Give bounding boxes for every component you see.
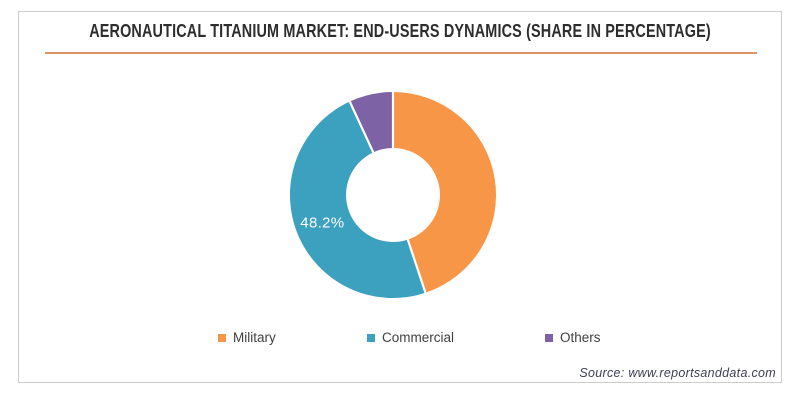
legend-swatch-commercial [367, 334, 375, 342]
legend-swatch-military [218, 334, 226, 342]
source-attribution: Source: www.reportsanddata.com [579, 366, 776, 380]
legend-item-others: Others [545, 330, 601, 345]
donut-segment-others [349, 92, 393, 153]
segment-data-label: 48.2% [300, 214, 345, 232]
chart-frame [18, 11, 782, 383]
legend-label-others: Others [560, 330, 601, 345]
legend-swatch-others [545, 334, 553, 342]
title-underline [45, 52, 757, 54]
donut-segment-commercial [289, 101, 426, 299]
segment-gap-line [348, 100, 375, 154]
chart-title: AERONAUTICAL TITANIUM MARKET: END-USERS … [89, 21, 711, 41]
legend-item-military: Military [218, 330, 276, 345]
legend-item-commercial: Commercial [367, 330, 454, 345]
segment-gap-line [406, 238, 427, 295]
legend-label-commercial: Commercial [382, 330, 455, 345]
donut-segment-military [393, 92, 497, 293]
legend-label-military: Military [233, 330, 276, 345]
